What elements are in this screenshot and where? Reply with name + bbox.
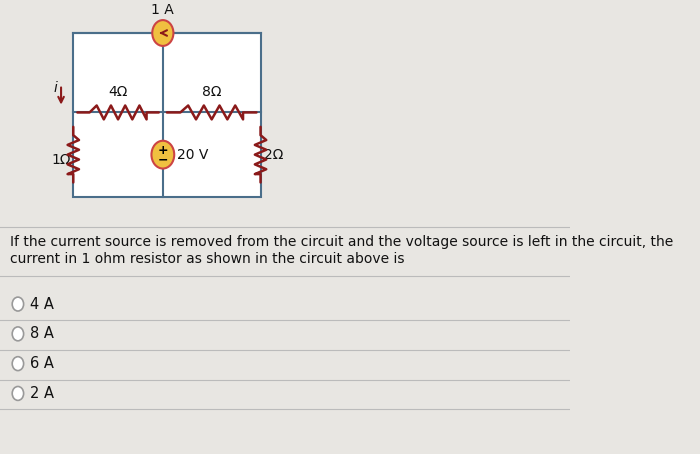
Circle shape	[151, 141, 174, 168]
Circle shape	[153, 20, 174, 46]
Text: 2Ω: 2Ω	[264, 148, 284, 162]
Circle shape	[12, 357, 24, 370]
Text: 20 V: 20 V	[178, 148, 209, 162]
Circle shape	[12, 327, 24, 341]
Text: −: −	[158, 153, 168, 166]
Text: 1Ω: 1Ω	[51, 153, 71, 167]
Text: 6 A: 6 A	[30, 356, 54, 371]
Text: current in 1 ohm resistor as shown in the circuit above is: current in 1 ohm resistor as shown in th…	[10, 252, 405, 266]
Circle shape	[12, 297, 24, 311]
Text: 4 A: 4 A	[30, 296, 54, 311]
Circle shape	[12, 386, 24, 400]
Text: +: +	[158, 144, 168, 157]
Text: 2 A: 2 A	[30, 386, 54, 401]
Text: 4Ω: 4Ω	[108, 84, 127, 99]
Bar	[74, 33, 260, 197]
Text: 1 A: 1 A	[151, 3, 174, 17]
Text: If the current source is removed from the circuit and the voltage source is left: If the current source is removed from th…	[10, 235, 673, 249]
Text: 8Ω: 8Ω	[202, 84, 221, 99]
Text: 8 A: 8 A	[30, 326, 54, 341]
Text: i: i	[53, 81, 57, 94]
